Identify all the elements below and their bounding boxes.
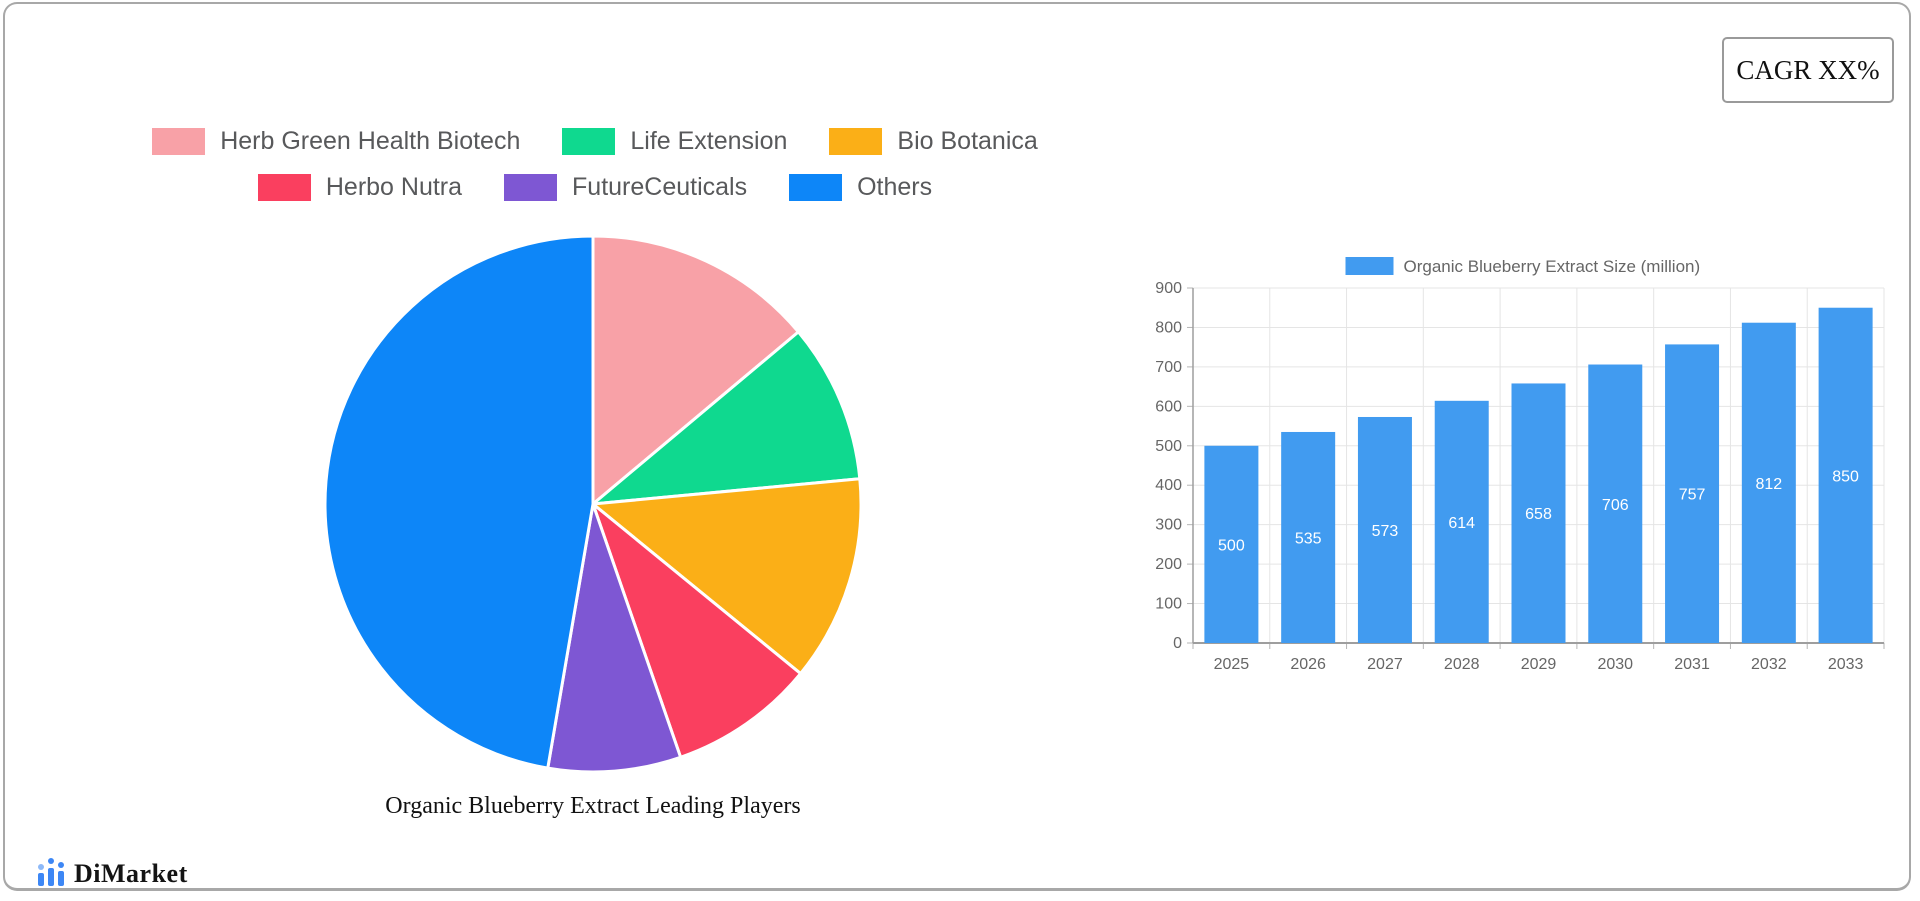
bar-2029[interactable] — [1511, 383, 1566, 643]
bar-2028[interactable] — [1434, 400, 1489, 643]
cagr-badge-label: CAGR XX% — [1736, 54, 1880, 85]
legend-label: Others — [857, 173, 933, 201]
bar-value-label: 757 — [1679, 487, 1706, 504]
legend-swatch-bio-botanica — [829, 128, 883, 155]
legend-label: Bio Botanica — [897, 127, 1038, 155]
y-axis-tick-label: 700 — [1155, 359, 1182, 376]
bar-2025[interactable] — [1204, 445, 1259, 643]
x-axis-tick-label: 2030 — [1597, 656, 1633, 673]
pie-legend: Herb Green Health Biotech Life Extension B… — [45, 128, 1145, 201]
pie-chart — [323, 234, 863, 774]
bar-value-label: 614 — [1448, 515, 1475, 532]
pie-legend-row: Herb Green Health Biotech Life Extension B… — [45, 128, 1145, 155]
pie-legend-row: Herbo Nutra FutureCeuticals Others — [45, 174, 1145, 201]
bar-value-label: 500 — [1218, 537, 1245, 554]
legend-label: Herbo Nutra — [325, 173, 463, 201]
bar-legend-label[interactable]: Organic Blueberry Extract Size (million) — [1404, 257, 1701, 276]
legend-item-herbo-nutra[interactable]: Herbo Nutra — [257, 173, 463, 201]
bar-value-label: 812 — [1755, 476, 1782, 493]
legend-swatch-life-extension — [562, 128, 616, 155]
bar-value-label: 706 — [1602, 497, 1629, 514]
y-axis-tick-label: 200 — [1155, 556, 1182, 573]
x-axis-tick-label: 2033 — [1828, 656, 1864, 673]
pie-slice-futureceuticals[interactable] — [546, 502, 683, 774]
legend-label: Herb Green Health Biotech — [220, 127, 521, 155]
pie-slice-bio-botanica[interactable] — [591, 477, 863, 676]
legend-item-herb-green-health-biotech[interactable]: Herb Green Health Biotech — [152, 128, 520, 155]
y-axis-tick-label: 500 — [1155, 438, 1182, 455]
bar-2031[interactable] — [1665, 344, 1720, 643]
x-axis-tick-label: 2026 — [1290, 656, 1326, 673]
x-axis-tick-label: 2028 — [1444, 656, 1480, 673]
bar-value-label: 850 — [1832, 468, 1859, 485]
legend-item-others[interactable]: Others — [789, 174, 932, 201]
y-axis-tick-label: 800 — [1155, 319, 1182, 336]
legend-swatch-futureceuticals — [504, 174, 558, 201]
bar-2033[interactable] — [1818, 307, 1873, 643]
bar-2027[interactable] — [1357, 416, 1412, 643]
pie-slice-herbo-nutra[interactable] — [591, 502, 803, 759]
bar-value-label: 535 — [1295, 530, 1322, 547]
cagr-badge: CAGR XX% — [1722, 37, 1894, 103]
y-axis-tick-label: 400 — [1155, 477, 1182, 494]
bar-2030[interactable] — [1588, 364, 1643, 643]
bar-2032[interactable] — [1741, 322, 1796, 643]
dimarket-logo-text: DiMarket — [74, 859, 188, 888]
bar-chart: Organic Blueberry Extract Size (million)… — [1155, 257, 1885, 673]
legend-swatch-herbo-nutra — [257, 174, 311, 201]
pie-slice-life-extension[interactable] — [591, 330, 862, 506]
legend-label: Life Extension — [630, 127, 788, 155]
report-card: CAGR XX% Herb Green Health Biotech Life E… — [3, 2, 1911, 891]
legend-label: FutureCeuticals — [572, 173, 748, 201]
legend-swatch-herb-green-health-biotech — [152, 128, 206, 155]
pie-slice-herb-green-health-biotech[interactable] — [591, 234, 800, 506]
bar-legend-swatch[interactable] — [1345, 257, 1394, 275]
bar-value-label: 658 — [1525, 506, 1552, 523]
legend-item-life-extension[interactable]: Life Extension — [562, 128, 787, 155]
x-axis-tick-label: 2031 — [1674, 656, 1710, 673]
legend-swatch-others — [789, 174, 843, 201]
pie-slice-others[interactable] — [323, 234, 595, 770]
x-axis-tick-label: 2025 — [1214, 656, 1250, 673]
y-axis-tick-label: 900 — [1155, 280, 1182, 297]
bar-2026[interactable] — [1281, 431, 1336, 643]
legend-item-futureceuticals[interactable]: FutureCeuticals — [504, 174, 747, 201]
y-axis-tick-label: 100 — [1155, 596, 1182, 613]
x-axis-tick-label: 2032 — [1751, 656, 1787, 673]
y-axis-tick-label: 300 — [1155, 517, 1182, 534]
pie-chart-title: Organic Blueberry Extract Leading Player… — [385, 793, 801, 819]
y-axis-tick-label: 600 — [1155, 398, 1182, 415]
bar-chart-icon — [38, 858, 64, 886]
y-axis-tick-label: 0 — [1173, 635, 1182, 652]
bar-value-label: 573 — [1372, 523, 1399, 540]
dimarket-logo: DiMarket — [37, 857, 188, 891]
legend-item-bio-botanica[interactable]: Bio Botanica — [829, 127, 1038, 155]
x-axis-tick-label: 2029 — [1521, 656, 1557, 673]
x-axis-tick-label: 2027 — [1367, 656, 1403, 673]
